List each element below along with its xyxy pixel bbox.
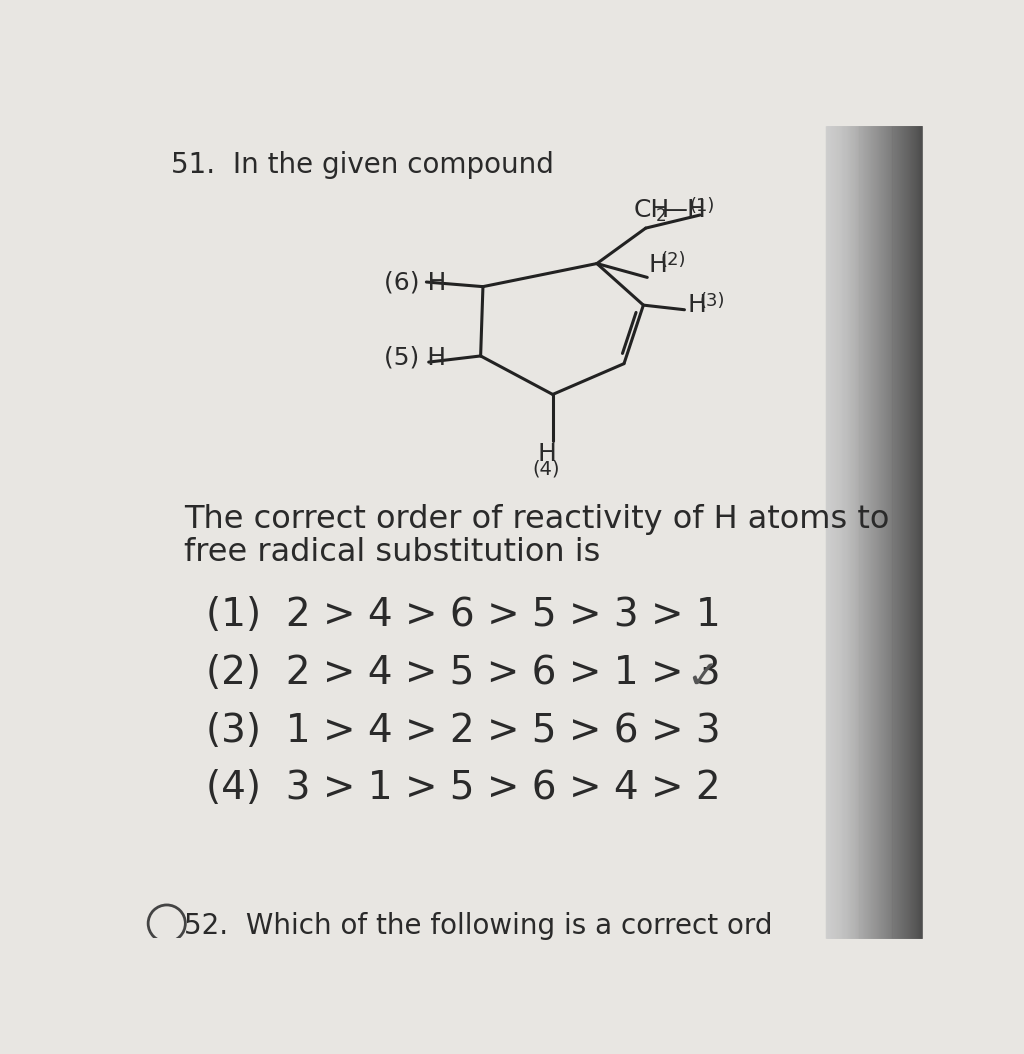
Text: (2): (2)	[660, 252, 686, 270]
Text: (2)  2 > 4 > 5 > 6 > 1 > 3: (2) 2 > 4 > 5 > 6 > 1 > 3	[206, 653, 720, 691]
Text: CH: CH	[633, 198, 670, 221]
Text: 52.  Which of the following is a correct ord: 52. Which of the following is a correct …	[183, 912, 772, 940]
Text: H: H	[649, 253, 668, 277]
Text: H: H	[687, 293, 707, 317]
Text: H: H	[537, 443, 556, 466]
Text: free radical substitution is: free radical substitution is	[183, 536, 600, 568]
Text: The correct order of reactivity of H atoms to: The correct order of reactivity of H ato…	[183, 504, 889, 534]
Text: (3)  1 > 4 > 2 > 5 > 6 > 3: (3) 1 > 4 > 2 > 5 > 6 > 3	[206, 711, 720, 749]
Text: (1): (1)	[690, 197, 715, 215]
Text: 2: 2	[655, 207, 667, 225]
Text: (5) H: (5) H	[384, 346, 445, 370]
Text: (6) H: (6) H	[384, 270, 446, 294]
Text: (3): (3)	[699, 292, 725, 310]
Text: 51.  In the given compound: 51. In the given compound	[171, 151, 554, 179]
Text: (4)  3 > 1 > 5 > 6 > 4 > 2: (4) 3 > 1 > 5 > 6 > 4 > 2	[206, 769, 720, 807]
Text: —H: —H	[663, 198, 707, 221]
Text: ✓: ✓	[686, 658, 719, 696]
Text: (1)  2 > 4 > 6 > 5 > 3 > 1: (1) 2 > 4 > 6 > 5 > 3 > 1	[206, 597, 720, 635]
Text: (4): (4)	[532, 460, 560, 479]
